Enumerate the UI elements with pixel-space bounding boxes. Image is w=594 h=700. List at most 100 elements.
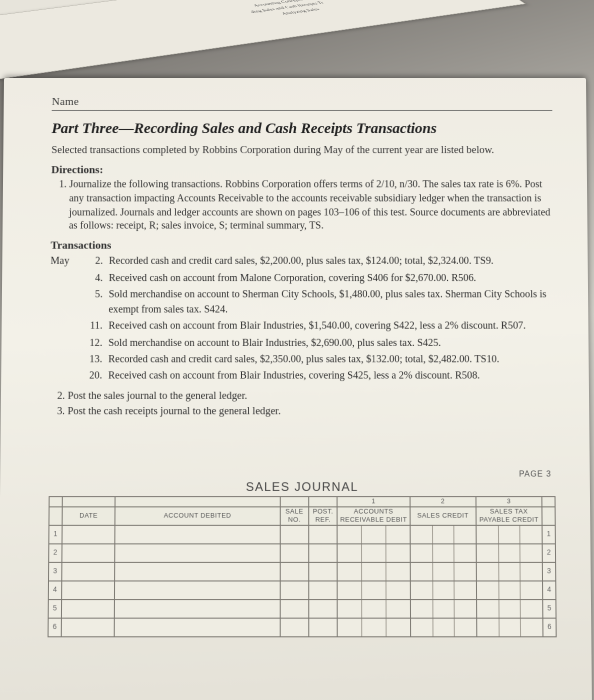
journal-title: SALES JOURNAL xyxy=(49,479,556,493)
cell-account xyxy=(115,581,280,600)
photo-surface: Accounting Terms Select the one term in … xyxy=(0,0,594,700)
part-title: Part Three—Recording Sales and Cash Rece… xyxy=(52,121,553,138)
th-sale-no: SALE NO. xyxy=(280,507,309,525)
cell-account xyxy=(114,600,280,619)
row-num-right: 3 xyxy=(542,563,555,582)
cell-post-ref xyxy=(309,526,338,545)
name-line: Name xyxy=(52,96,553,111)
name-label: Name xyxy=(52,96,79,108)
row-num-left: 6 xyxy=(48,618,61,637)
transaction-text: Sold merchandise on account to Sherman C… xyxy=(109,287,554,318)
colnum-3: 3 xyxy=(476,496,542,507)
row-num-right: 4 xyxy=(542,581,555,600)
back-sheet-upper: Defining Accounting Terms Accounting Con… xyxy=(0,0,526,82)
cell-sale-no xyxy=(280,600,309,619)
journal-row: 55 xyxy=(48,600,556,619)
cell-account xyxy=(114,618,280,637)
th-tax-credit: SALES TAX PAYABLE CREDIT xyxy=(476,507,542,525)
transaction-day: 13. xyxy=(84,352,102,368)
cell-tax-credit xyxy=(476,581,542,600)
journal-colnum-row: 1 2 3 xyxy=(49,496,555,507)
row-num-left: 4 xyxy=(48,581,61,600)
directions-list: Journalize the following transactions. R… xyxy=(51,178,554,233)
cell-account xyxy=(115,544,280,563)
colnum-2: 2 xyxy=(410,496,476,507)
row-num-right: 1 xyxy=(542,526,555,545)
cell-ar-debit xyxy=(337,544,410,563)
journal-row: 22 xyxy=(49,544,556,563)
cell-sales-credit xyxy=(410,526,476,545)
cell-account xyxy=(115,526,280,545)
cell-tax-credit xyxy=(476,526,542,545)
journal-page-no: PAGE 3 xyxy=(49,469,556,478)
directions-label: Directions: xyxy=(51,164,553,176)
cell-date xyxy=(62,581,115,600)
direction-3: Post the cash receipts journal to the ge… xyxy=(67,404,554,420)
cell-ar-debit xyxy=(337,563,410,582)
transaction-text: Recorded cash and credit card sales, $2,… xyxy=(108,352,554,368)
cell-tax-credit xyxy=(477,618,543,637)
cell-account xyxy=(115,563,280,582)
cell-sale-no xyxy=(280,526,309,545)
cell-ar-debit xyxy=(337,600,410,619)
th-post-ref: POST. REF. xyxy=(309,507,338,525)
transaction-row: 12.Sold merchandise on account to Blair … xyxy=(50,336,554,352)
journal-row: 33 xyxy=(49,563,556,582)
transaction-row: 20. Received cash on account from Blair I… xyxy=(50,369,555,385)
worksheet-page: Name Part Three—Recording Sales and Cash… xyxy=(0,78,592,700)
journal-body: 112233445566 xyxy=(48,526,556,637)
transactions-block: May 2. Recorded cash and credit card sales… xyxy=(50,254,555,384)
cell-post-ref xyxy=(309,600,338,619)
cell-post-ref xyxy=(309,618,338,637)
cell-sales-credit xyxy=(410,563,476,582)
cell-sales-credit xyxy=(410,600,476,619)
cell-date xyxy=(62,544,115,563)
transactions-heading: Transactions xyxy=(51,240,554,252)
cell-post-ref xyxy=(309,544,338,563)
page-number: 3 xyxy=(546,469,551,478)
cell-sale-no xyxy=(280,563,309,582)
cell-ar-debit xyxy=(337,526,410,545)
transaction-day: 4. xyxy=(85,270,103,285)
transaction-day: 12. xyxy=(84,336,102,352)
transaction-text: Received cash on account from Blair Indu… xyxy=(108,319,554,335)
row-num-right: 5 xyxy=(543,600,556,619)
transaction-text: Recorded cash and credit card sales, $2,… xyxy=(109,254,554,269)
th-account: ACCOUNT DEBITED xyxy=(115,507,280,525)
transaction-day: 2. xyxy=(85,254,103,269)
th-ar-debit: ACCOUNTS RECEIVABLE DEBIT xyxy=(337,507,410,525)
page-label: PAGE xyxy=(519,469,543,478)
cell-date xyxy=(62,526,115,545)
intro-text: Selected transactions completed by Robbi… xyxy=(51,144,552,158)
th-sales-credit: SALES CREDIT xyxy=(410,507,476,525)
cell-ar-debit xyxy=(337,581,410,600)
cell-date xyxy=(61,600,114,619)
journal-row: 66 xyxy=(48,618,556,637)
journal-row: 11 xyxy=(49,526,556,545)
transaction-row: 11. Received cash on account from Blair I… xyxy=(50,319,554,335)
colnum-1: 1 xyxy=(337,496,410,507)
direction-1: Journalize the following transactions. R… xyxy=(69,178,553,233)
row-num-left: 3 xyxy=(49,563,62,582)
sales-journal: PAGE 3 SALES JOURNAL xyxy=(48,469,557,637)
transaction-day: 20. xyxy=(84,369,102,385)
row-num-right: 2 xyxy=(542,544,555,563)
journal-table: 1 2 3 DATE ACCOUNT DEBITED SALE NO. POST… xyxy=(48,496,557,638)
transaction-day: 5. xyxy=(84,287,102,302)
cell-sales-credit xyxy=(410,544,476,563)
part-title-text: Recording Sales and Cash Receipts Transa… xyxy=(134,121,437,137)
row-num-right: 6 xyxy=(543,618,556,637)
cell-post-ref xyxy=(309,581,338,600)
cell-sale-no xyxy=(280,618,309,637)
post-directions: Post the sales journal to the general le… xyxy=(49,388,555,420)
direction-2: Post the sales journal to the general le… xyxy=(68,388,555,404)
cell-sales-credit xyxy=(410,581,476,600)
cell-sales-credit xyxy=(410,618,476,637)
transaction-text: Received cash on account from Blair Indu… xyxy=(108,369,554,385)
transaction-month: May xyxy=(50,254,78,269)
cell-ar-debit xyxy=(337,618,410,637)
transaction-day: 11. xyxy=(84,319,102,335)
transaction-row: 4. Received cash on account from Malone C… xyxy=(50,270,553,285)
row-num-left: 1 xyxy=(49,526,62,545)
transaction-text: Received cash on account from Malone Cor… xyxy=(109,270,554,285)
